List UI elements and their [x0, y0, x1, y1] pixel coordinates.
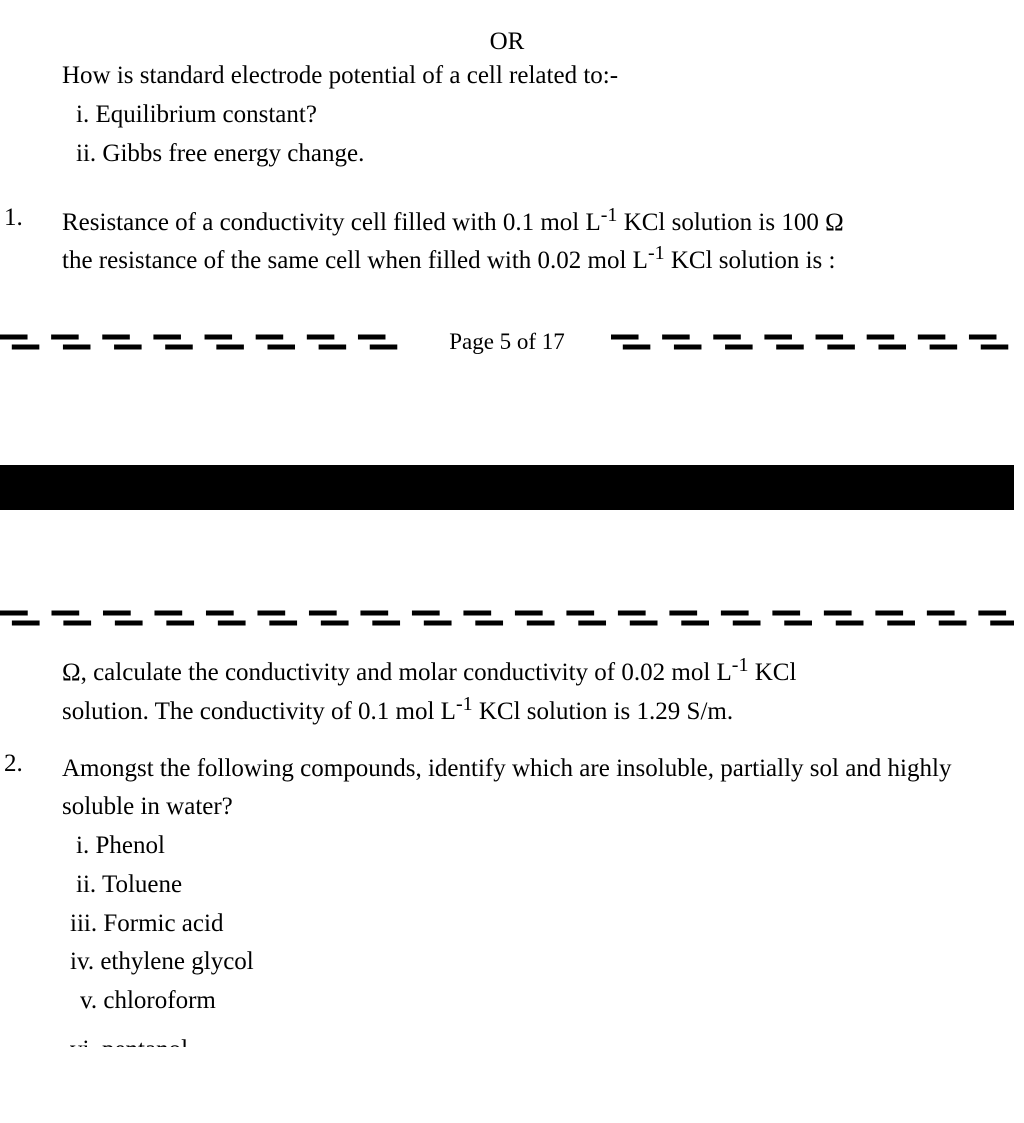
divider-right — [611, 330, 1014, 354]
q1-line2-a: the resistance of the same cell when fil… — [62, 247, 648, 274]
question-2-body: Amongst the following compounds, identif… — [62, 750, 1014, 828]
question-2-number: 2. — [0, 750, 62, 828]
cont-line2-sup: -1 — [456, 693, 473, 715]
q1-line1-a: Resistance of a conductivity cell filled… — [62, 209, 601, 236]
q2-item-iii: iii. Formic acid — [0, 905, 1014, 944]
black-band-divider — [0, 465, 1014, 510]
question-1: 1. Resistance of a conductivity cell fil… — [0, 174, 1014, 282]
q1-line1-b: KCl solution is 100 Ω — [617, 209, 843, 236]
or-heading: OR — [0, 0, 1014, 62]
question-1-continuation: Ω, calculate the conductivity and molar … — [0, 654, 1014, 732]
q2-item-i: i. Phenol — [0, 827, 1014, 866]
q1-line2-b: KCl solution is : — [665, 247, 836, 274]
q2-item-v: v. chloroform — [0, 982, 1014, 1021]
question-lead: How is standard electrode potential of a… — [0, 62, 1014, 96]
q2-item-ii: ii. Toluene — [0, 866, 1014, 905]
q1-line1-sup: -1 — [601, 204, 618, 226]
cont-line1-a: Ω, calculate the conductivity and molar … — [62, 659, 732, 686]
q2-item-iv: iv. ethylene glycol — [0, 943, 1014, 982]
sub-item-i: i. Equilibrium constant? — [0, 96, 1014, 135]
q2-item-vi-cutoff: vi. pentanol — [0, 1021, 1014, 1060]
cont-line2-b: KCl solution is 1.29 S/m. — [473, 698, 733, 725]
q1-line2-sup: -1 — [648, 242, 665, 264]
divider-left — [0, 330, 403, 354]
cont-line2-a: solution. The conductivity of 0.1 mol L — [62, 698, 456, 725]
cont-line1-sup: -1 — [732, 654, 749, 676]
cont-line1-b: KCl — [748, 659, 796, 686]
page-footer: Page 5 of 17 — [0, 281, 1014, 365]
q2-item-vi-text: vi. pentanol — [70, 1031, 188, 1047]
sub-item-ii: ii. Gibbs free energy change. — [0, 135, 1014, 174]
divider-full — [0, 606, 1014, 630]
question-2: 2. Amongst the following compounds, iden… — [0, 732, 1014, 828]
question-1-body: Resistance of a conductivity cell filled… — [62, 204, 1014, 282]
question-1-number: 1. — [0, 204, 62, 282]
page-number: Page 5 of 17 — [403, 329, 611, 355]
